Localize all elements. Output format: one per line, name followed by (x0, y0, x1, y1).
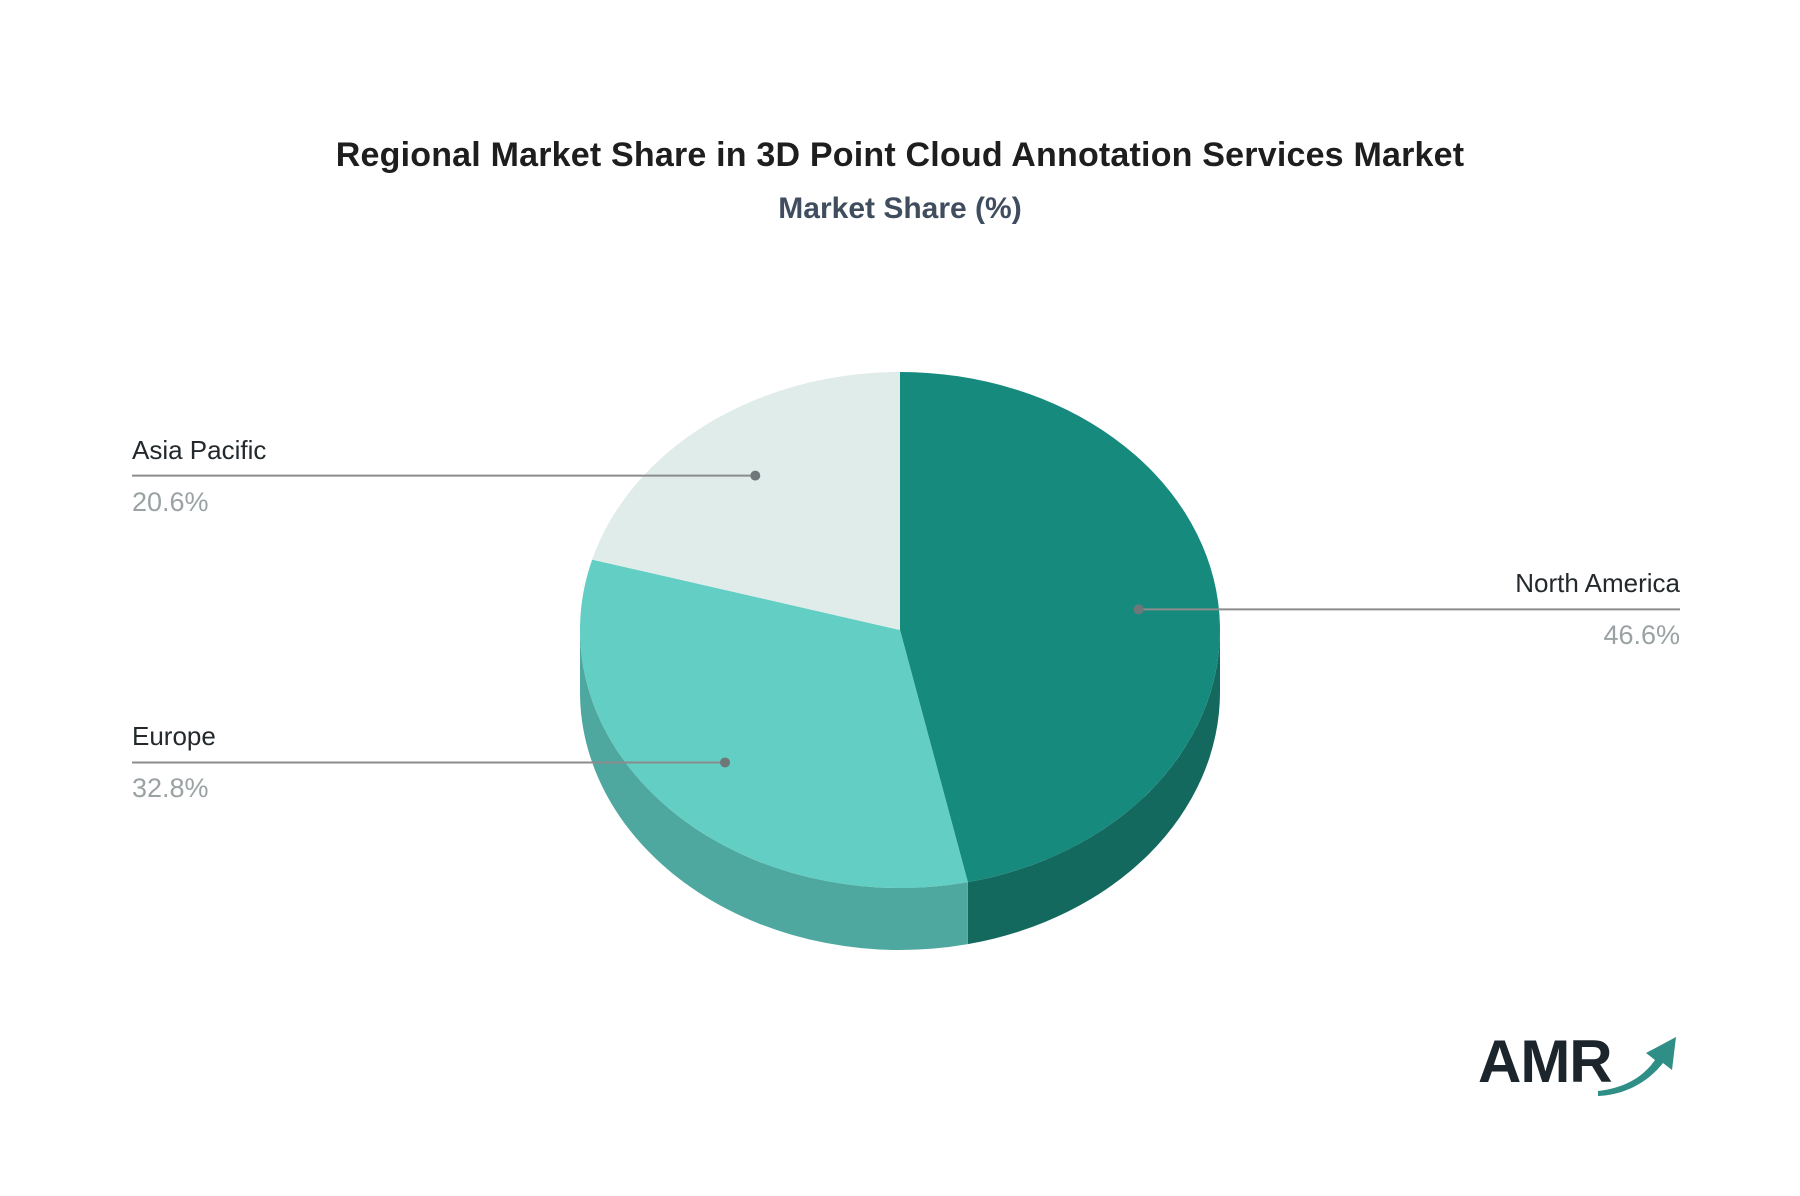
pie-slice-europe (580, 559, 968, 888)
label-block-europe: Europe 32.8% (132, 719, 216, 805)
amr-logo-text: AMR (1478, 1028, 1613, 1095)
amr-logo: AMR (1478, 1032, 1688, 1098)
slice-label-north-america: North America (1515, 568, 1680, 599)
chart-title: Regional Market Share in 3D Point Cloud … (335, 136, 1465, 174)
leader-dot-europe (720, 757, 731, 768)
slice-value-asia-pacific: 20.6% (132, 486, 209, 517)
slice-value-europe: 32.8% (132, 773, 209, 804)
amr-logo-arrow-icon (1597, 1037, 1676, 1096)
leader-dot-north-america (1133, 604, 1144, 615)
pie-slice-asia-pacific (592, 372, 900, 630)
leader-dot-asia-pacific (750, 470, 761, 481)
slice-label-asia-pacific: Asia Pacific (132, 434, 267, 465)
label-block-asia-pacific: Asia Pacific 20.6% (132, 433, 266, 519)
pie-side-europe (580, 630, 968, 950)
pie-slice-north-america (900, 372, 1221, 883)
chart-subtitle: Market Share (%) (778, 192, 1022, 225)
pie-side-north-america (967, 630, 1220, 945)
slice-label-europe: Europe (132, 721, 216, 752)
label-block-north-america: North America 46.6% (1515, 566, 1680, 652)
slice-value-north-america: 46.6% (1603, 620, 1680, 651)
